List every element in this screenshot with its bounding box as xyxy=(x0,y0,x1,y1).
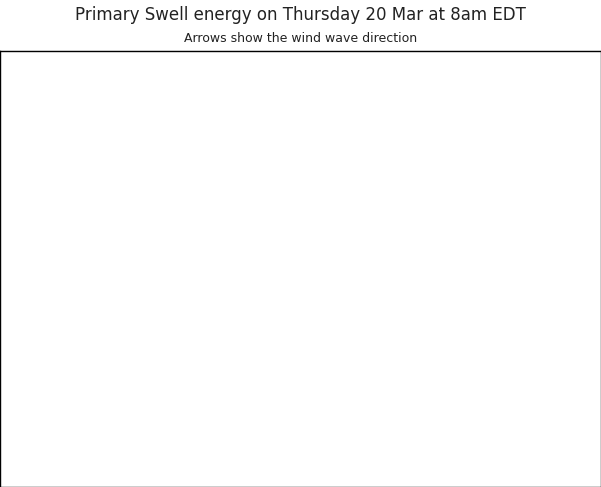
Text: Arrows show the wind wave direction: Arrows show the wind wave direction xyxy=(184,32,417,45)
Text: Primary Swell energy on Thursday 20 Mar at 8am EDT: Primary Swell energy on Thursday 20 Mar … xyxy=(75,6,526,24)
